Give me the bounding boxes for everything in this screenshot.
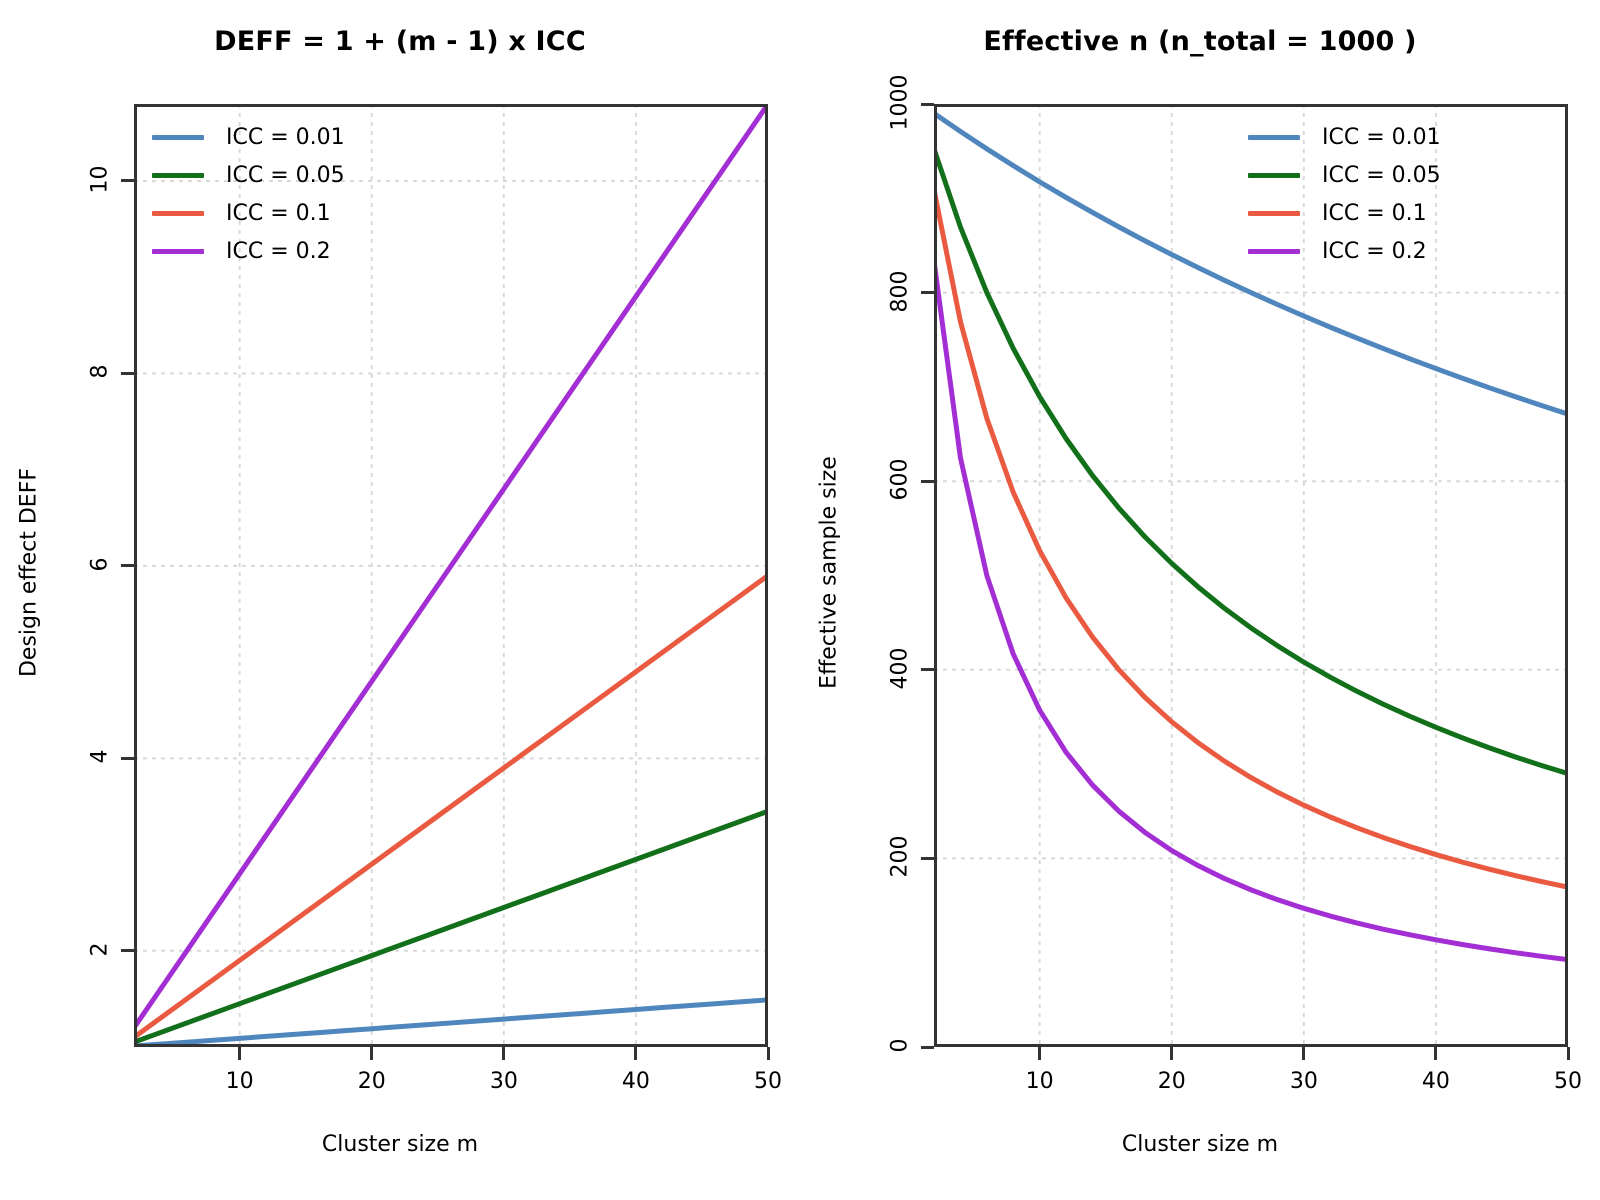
y-tick-label: 200	[887, 835, 913, 878]
legend-swatch-icon	[152, 210, 204, 216]
legend-item-2: ICC = 0.1	[152, 194, 345, 232]
x-tick-mark	[370, 1047, 374, 1060]
x-tick-label: 10	[1025, 1069, 1054, 1094]
y-tick-label: 0	[887, 1038, 913, 1053]
legend-swatch-icon	[1248, 248, 1300, 254]
legend-left: ICC = 0.01 ICC = 0.05 ICC = 0.1 ICC = 0.2	[152, 118, 345, 270]
plot-canvas-left	[134, 104, 768, 1047]
y-tick-mark	[921, 856, 934, 860]
series-line-1	[134, 808, 768, 1045]
x-tick-label: 40	[1421, 1069, 1450, 1094]
legend-item-label: ICC = 0.1	[1322, 200, 1427, 226]
x-tick-mark	[1170, 1047, 1174, 1060]
y-tick-label: 10	[87, 165, 113, 194]
y-axis-title-left: Design effect DEFF	[16, 467, 42, 677]
legend-item-label: ICC = 0.05	[1322, 162, 1441, 188]
y-tick-label: 8	[87, 364, 113, 379]
x-tick-mark	[1302, 1047, 1306, 1060]
y-tick-label: 800	[887, 270, 913, 313]
legend-item-label: ICC = 0.05	[226, 162, 345, 188]
panel-deff: DEFF = 1 + (m - 1) x ICC Design effect D…	[16, 26, 783, 1157]
y-tick-label: 1000	[887, 74, 913, 131]
y-tick-mark	[121, 179, 134, 183]
x-tick-label: 20	[357, 1069, 386, 1094]
y-tick-mark	[921, 1045, 934, 1049]
legend-item-0: ICC = 0.01	[152, 118, 345, 156]
y-tick-mark	[121, 564, 134, 568]
x-tick-label: 20	[1157, 1069, 1186, 1094]
panel-effective-n: Effective n (n_total = 1000 ) Effective …	[800, 0, 1600, 1200]
x-tick-mark	[766, 1047, 770, 1060]
x-tick-label: 40	[621, 1069, 650, 1094]
series-line-1	[934, 146, 1568, 777]
series-line-2	[934, 187, 1568, 890]
x-tick-label: 50	[754, 1069, 782, 1094]
legend-swatch-icon	[1248, 210, 1300, 216]
legend-right: ICC = 0.01 ICC = 0.05 ICC = 0.1 ICC = 0.2	[1248, 118, 1441, 270]
legend-item-label: ICC = 0.01	[1322, 124, 1441, 150]
y-tick-mark	[921, 668, 934, 672]
x-tick-label: 30	[489, 1069, 518, 1094]
x-tick-label: 10	[225, 1069, 254, 1094]
legend-item-3: ICC = 0.2	[152, 232, 345, 270]
y-tick-label: 400	[887, 647, 913, 690]
legend-item-label: ICC = 0.01	[226, 124, 345, 150]
legend-item-1: ICC = 0.05	[152, 156, 345, 194]
legend-item-label: ICC = 0.1	[226, 200, 331, 226]
panel-title-right: Effective n (n_total = 1000 )	[983, 26, 1417, 57]
x-tick-mark	[502, 1047, 506, 1060]
series-line-0	[934, 110, 1568, 417]
y-tick-label: 600	[887, 458, 913, 501]
x-tick-label: 30	[1289, 1069, 1318, 1094]
x-tick-mark	[1566, 1047, 1570, 1060]
x-tick-mark	[1434, 1047, 1438, 1060]
legend-swatch-icon	[1248, 172, 1300, 178]
y-tick-mark	[921, 479, 934, 483]
legend-swatch-icon	[152, 172, 204, 178]
series-line-3	[134, 104, 768, 1031]
y-axis-title-right: Effective sample size	[816, 455, 842, 689]
y-tick-label: 4	[87, 749, 113, 764]
y-tick-mark	[121, 371, 134, 375]
legend-item-label: ICC = 0.2	[1322, 238, 1427, 264]
x-tick-mark	[238, 1047, 242, 1060]
legend-item-2: ICC = 0.1	[1248, 194, 1441, 232]
y-tick-label: 6	[87, 557, 113, 572]
legend-swatch-icon	[1248, 134, 1300, 140]
x-tick-mark	[1038, 1047, 1042, 1060]
x-tick-mark	[634, 1047, 638, 1060]
series-line-2	[134, 573, 768, 1040]
y-tick-mark	[921, 291, 934, 295]
legend-item-0: ICC = 0.01	[1248, 118, 1441, 156]
y-tick-mark	[921, 102, 934, 106]
y-tick-mark	[121, 756, 134, 760]
legend-item-label: ICC = 0.2	[226, 238, 331, 264]
legend-item-1: ICC = 0.05	[1248, 156, 1441, 194]
x-axis-title-left: Cluster size m	[321, 1132, 479, 1157]
legend-swatch-icon	[152, 248, 204, 254]
y-tick-mark	[121, 949, 134, 953]
series-line-3	[934, 258, 1568, 963]
panel-title-left: DEFF = 1 + (m - 1) x ICC	[214, 26, 586, 57]
legend-item-3: ICC = 0.2	[1248, 232, 1441, 270]
x-tick-label: 50	[1554, 1069, 1582, 1094]
y-tick-label: 2	[87, 942, 113, 957]
plot-canvas-right	[934, 104, 1568, 1047]
x-axis-title-right: Cluster size m	[1121, 1132, 1279, 1157]
series-line-0	[134, 997, 768, 1047]
legend-swatch-icon	[152, 134, 204, 140]
